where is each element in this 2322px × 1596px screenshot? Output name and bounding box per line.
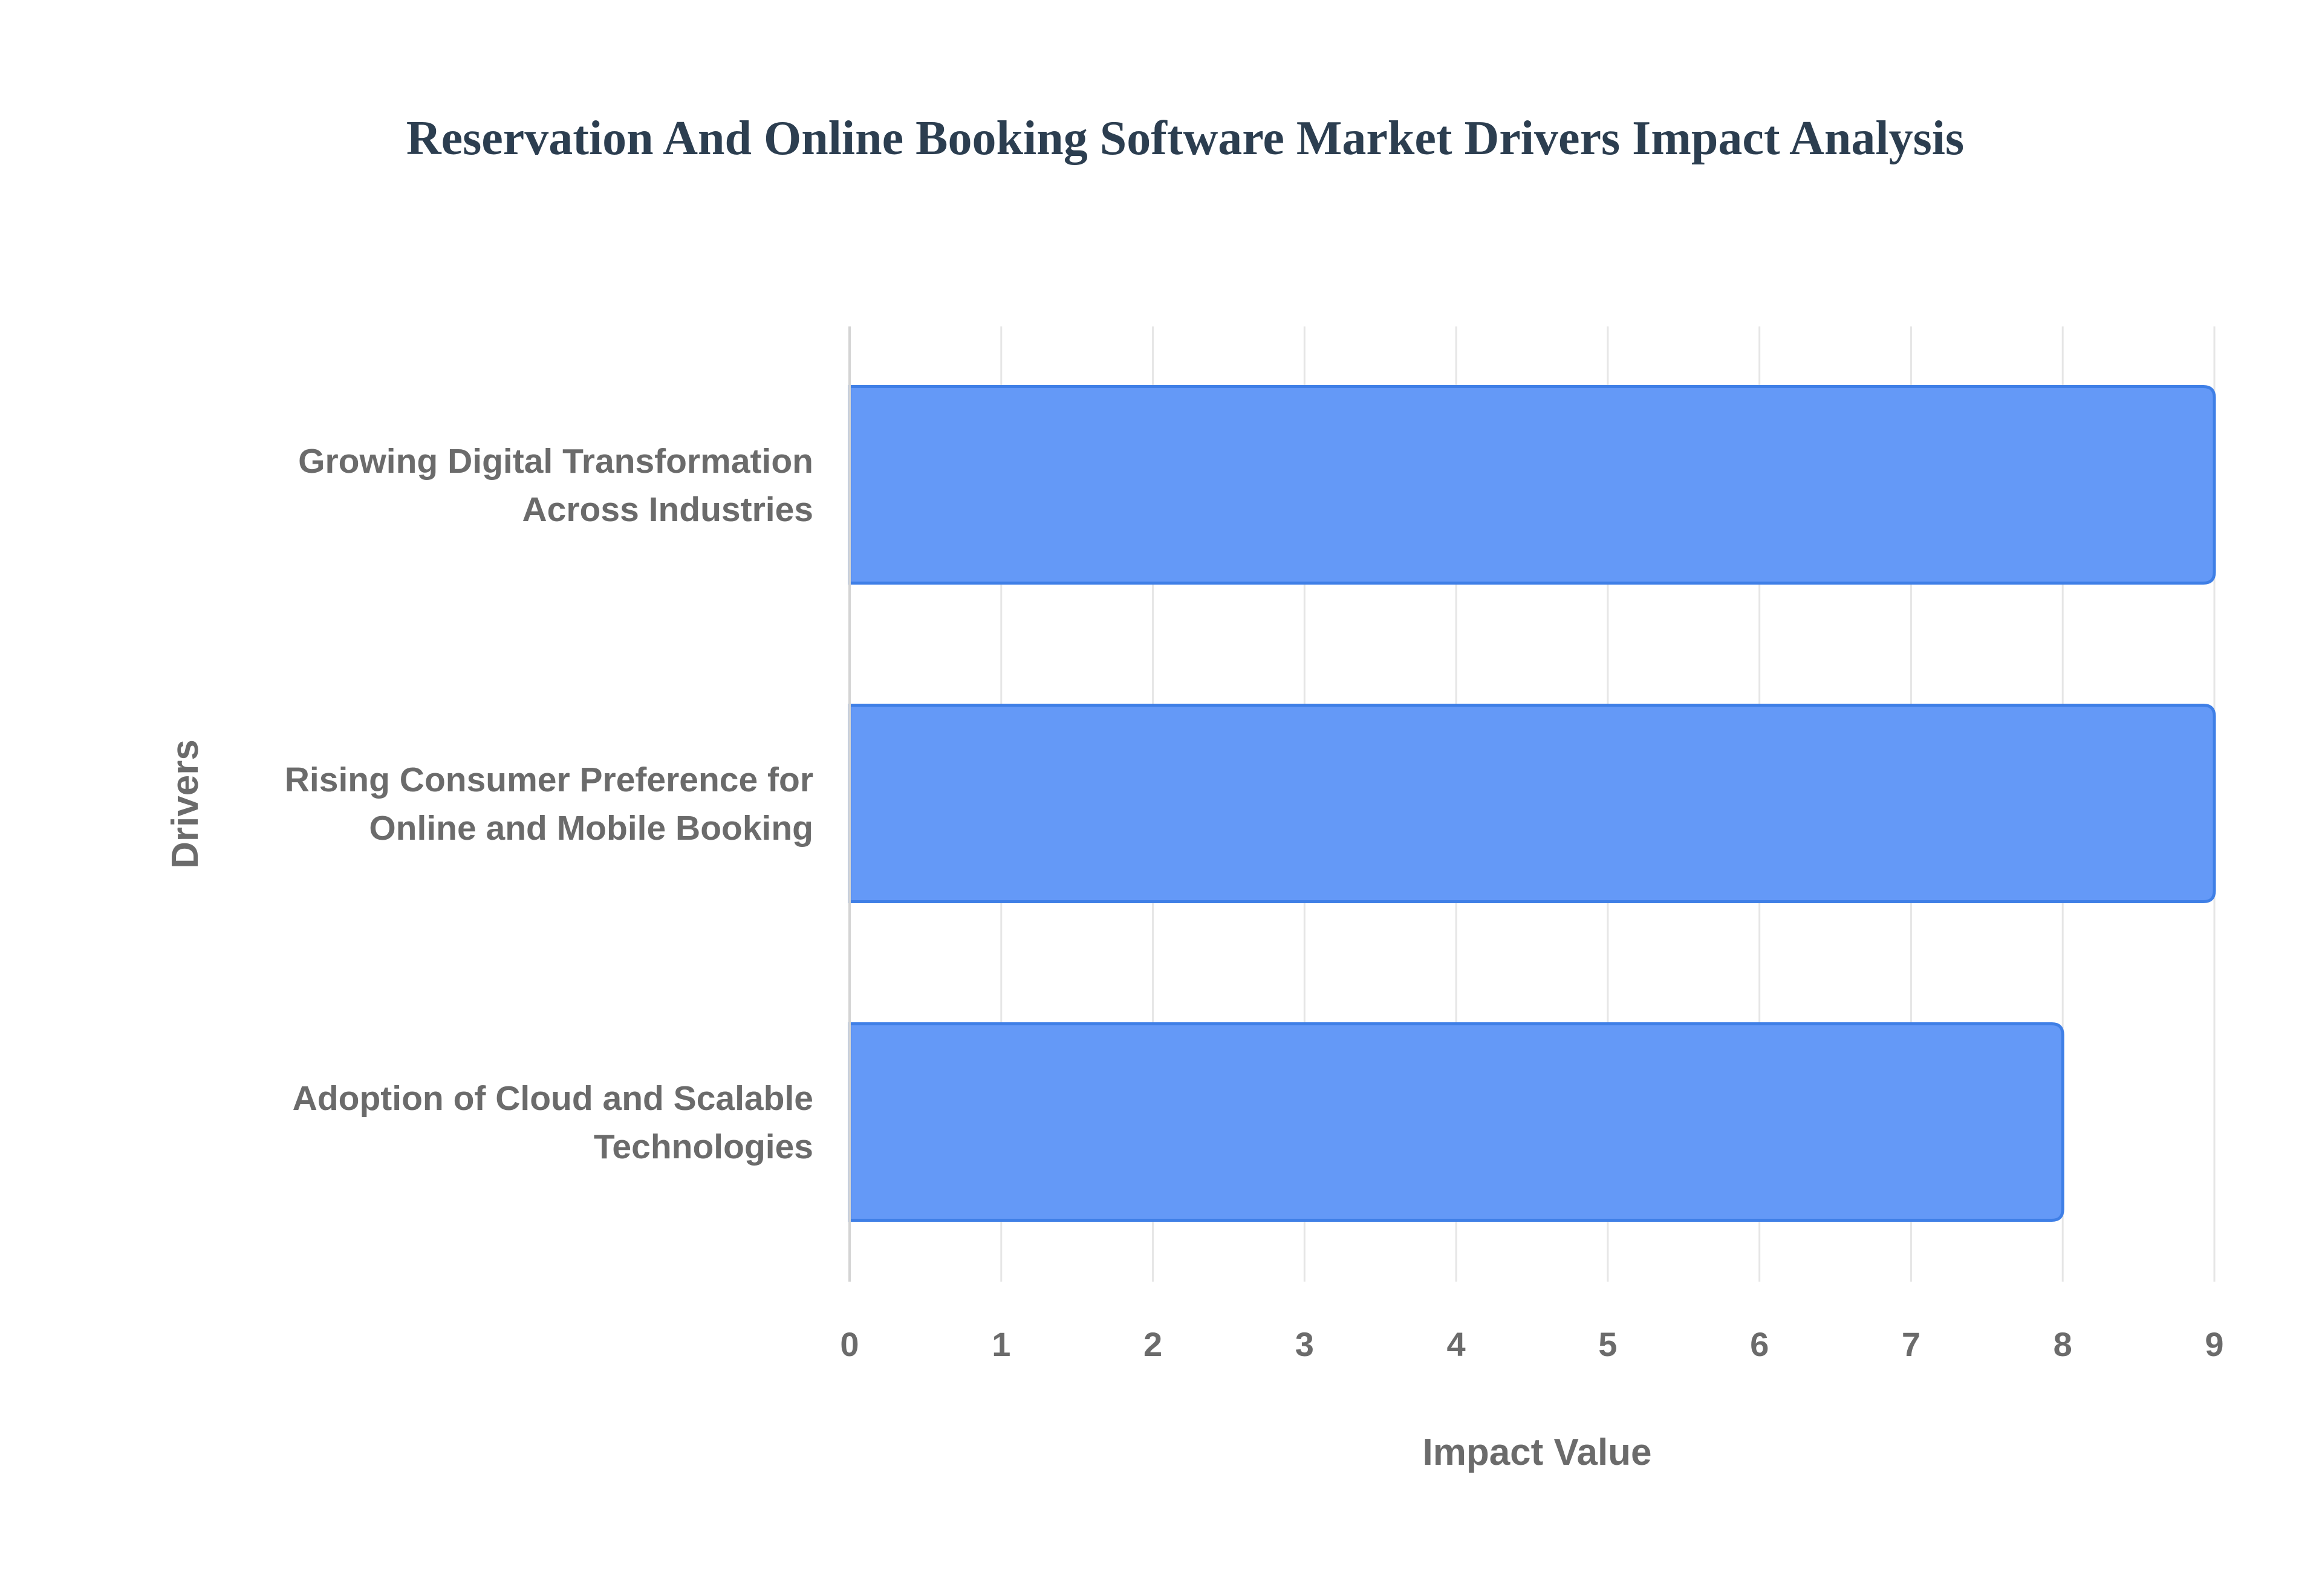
bar-2 (848, 1022, 2064, 1222)
x-tick-label-9: 9 (2205, 1325, 2223, 1363)
x-tick-label-5: 5 (1598, 1325, 1617, 1363)
y-category-line-1-1: Online and Mobile Booking (369, 809, 813, 848)
x-tick-label-4: 4 (1447, 1325, 1466, 1363)
y-category-line-0-0: Growing Digital Transformation (298, 442, 813, 481)
y-axis-categories: Growing Digital Transformation Across Ind… (285, 442, 813, 1166)
y-category-line-0-1: Across Industries (522, 490, 814, 529)
x-tick-label-7: 7 (1902, 1325, 1920, 1363)
x-axis-ticks: 0 1 2 3 4 5 6 7 8 9 (840, 1325, 2223, 1363)
y-axis-title: Drivers (164, 739, 206, 869)
bar-1 (848, 704, 2216, 903)
x-tick-label-8: 8 (2054, 1325, 2072, 1363)
x-tick-label-3: 3 (1295, 1325, 1314, 1363)
bars (848, 385, 2216, 1222)
x-tick-label-6: 6 (1750, 1325, 1769, 1363)
y-category-line-2-0: Adoption of Cloud and Scalable (293, 1079, 813, 1118)
chart-title: Reservation And Online Booking Software … (406, 112, 1964, 165)
x-tick-label-2: 2 (1143, 1325, 1162, 1363)
x-axis-title: Impact Value (1422, 1432, 1651, 1473)
bar-0 (848, 385, 2216, 585)
x-tick-label-0: 0 (840, 1325, 859, 1363)
y-category-line-1-0: Rising Consumer Preference for (285, 761, 813, 799)
y-category-line-2-1: Technologies (594, 1127, 813, 1166)
y-category-label-2: Adoption of Cloud and Scalable Technologi… (293, 1079, 813, 1166)
x-tick-label-1: 1 (992, 1325, 1010, 1363)
y-category-label-0: Growing Digital Transformation Across Ind… (298, 442, 813, 529)
y-category-label-1: Rising Consumer Preference for Online and… (285, 761, 813, 848)
